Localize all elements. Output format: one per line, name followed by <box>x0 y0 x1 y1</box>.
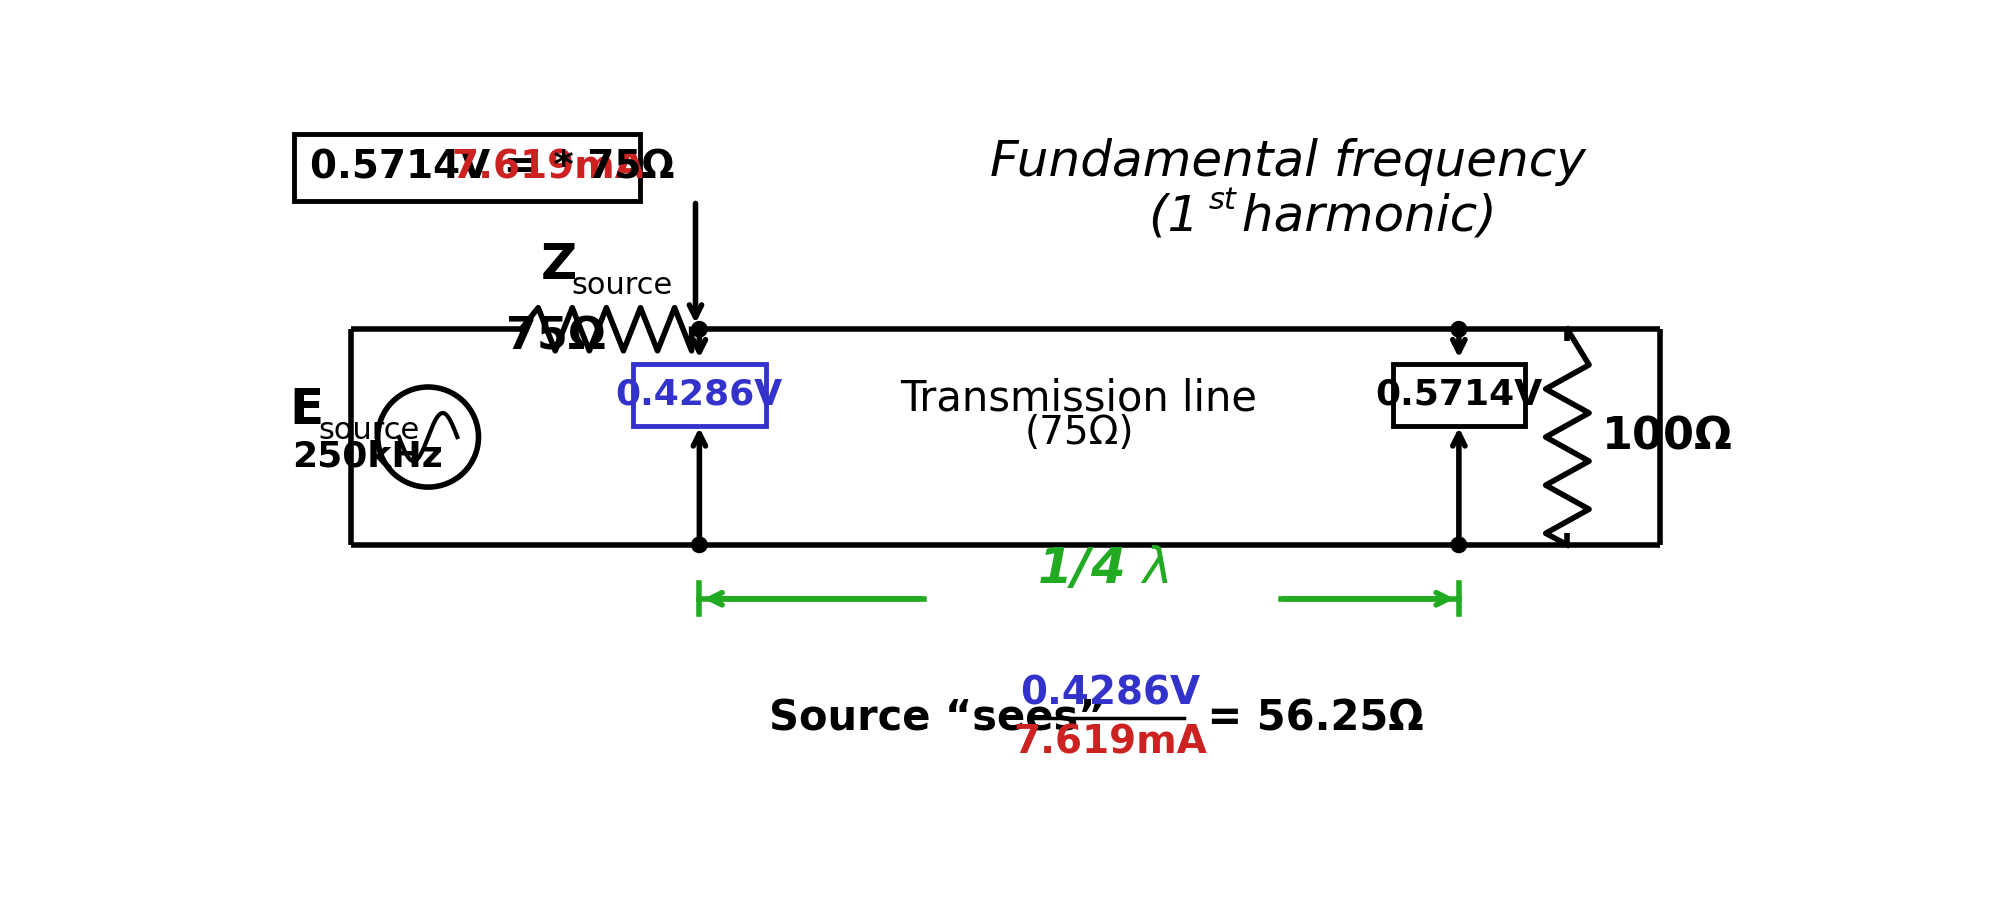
Text: Transmission line: Transmission line <box>901 378 1257 420</box>
FancyBboxPatch shape <box>1393 363 1524 425</box>
FancyBboxPatch shape <box>294 135 639 200</box>
Circle shape <box>1451 321 1467 337</box>
Text: 100Ω: 100Ω <box>1602 415 1732 458</box>
Text: Source “sees”: Source “sees” <box>769 697 1105 739</box>
Text: 0.5714V: 0.5714V <box>1375 378 1542 412</box>
Text: st: st <box>1209 186 1237 215</box>
Circle shape <box>1451 537 1467 553</box>
Text: Fundamental frequency: Fundamental frequency <box>989 138 1586 186</box>
Text: 1/4 $\lambda$: 1/4 $\lambda$ <box>1037 544 1167 593</box>
Text: = 56.25Ω: = 56.25Ω <box>1193 697 1423 739</box>
Text: source: source <box>318 416 420 446</box>
Text: 75Ω: 75Ω <box>505 316 605 359</box>
Text: 250kHz: 250kHz <box>292 439 444 473</box>
Text: * 75Ω: * 75Ω <box>539 148 675 187</box>
Circle shape <box>691 321 707 337</box>
Text: 0.4286V: 0.4286V <box>1019 674 1199 713</box>
Text: 7.619mA: 7.619mA <box>1013 724 1207 762</box>
Circle shape <box>691 537 707 553</box>
Text: 7.619mA: 7.619mA <box>452 148 645 187</box>
Text: (1: (1 <box>1147 192 1199 240</box>
Text: harmonic): harmonic) <box>1225 192 1497 240</box>
Text: 0.4286V: 0.4286V <box>615 378 783 412</box>
Text: 0.5714V =: 0.5714V = <box>310 148 549 187</box>
Text: $\mathbf{Z}$: $\mathbf{Z}$ <box>539 242 575 289</box>
Text: source: source <box>571 272 673 300</box>
Text: (75Ω): (75Ω) <box>1023 414 1133 452</box>
Text: $\mathbf{E}$: $\mathbf{E}$ <box>288 386 322 434</box>
FancyBboxPatch shape <box>633 363 765 425</box>
